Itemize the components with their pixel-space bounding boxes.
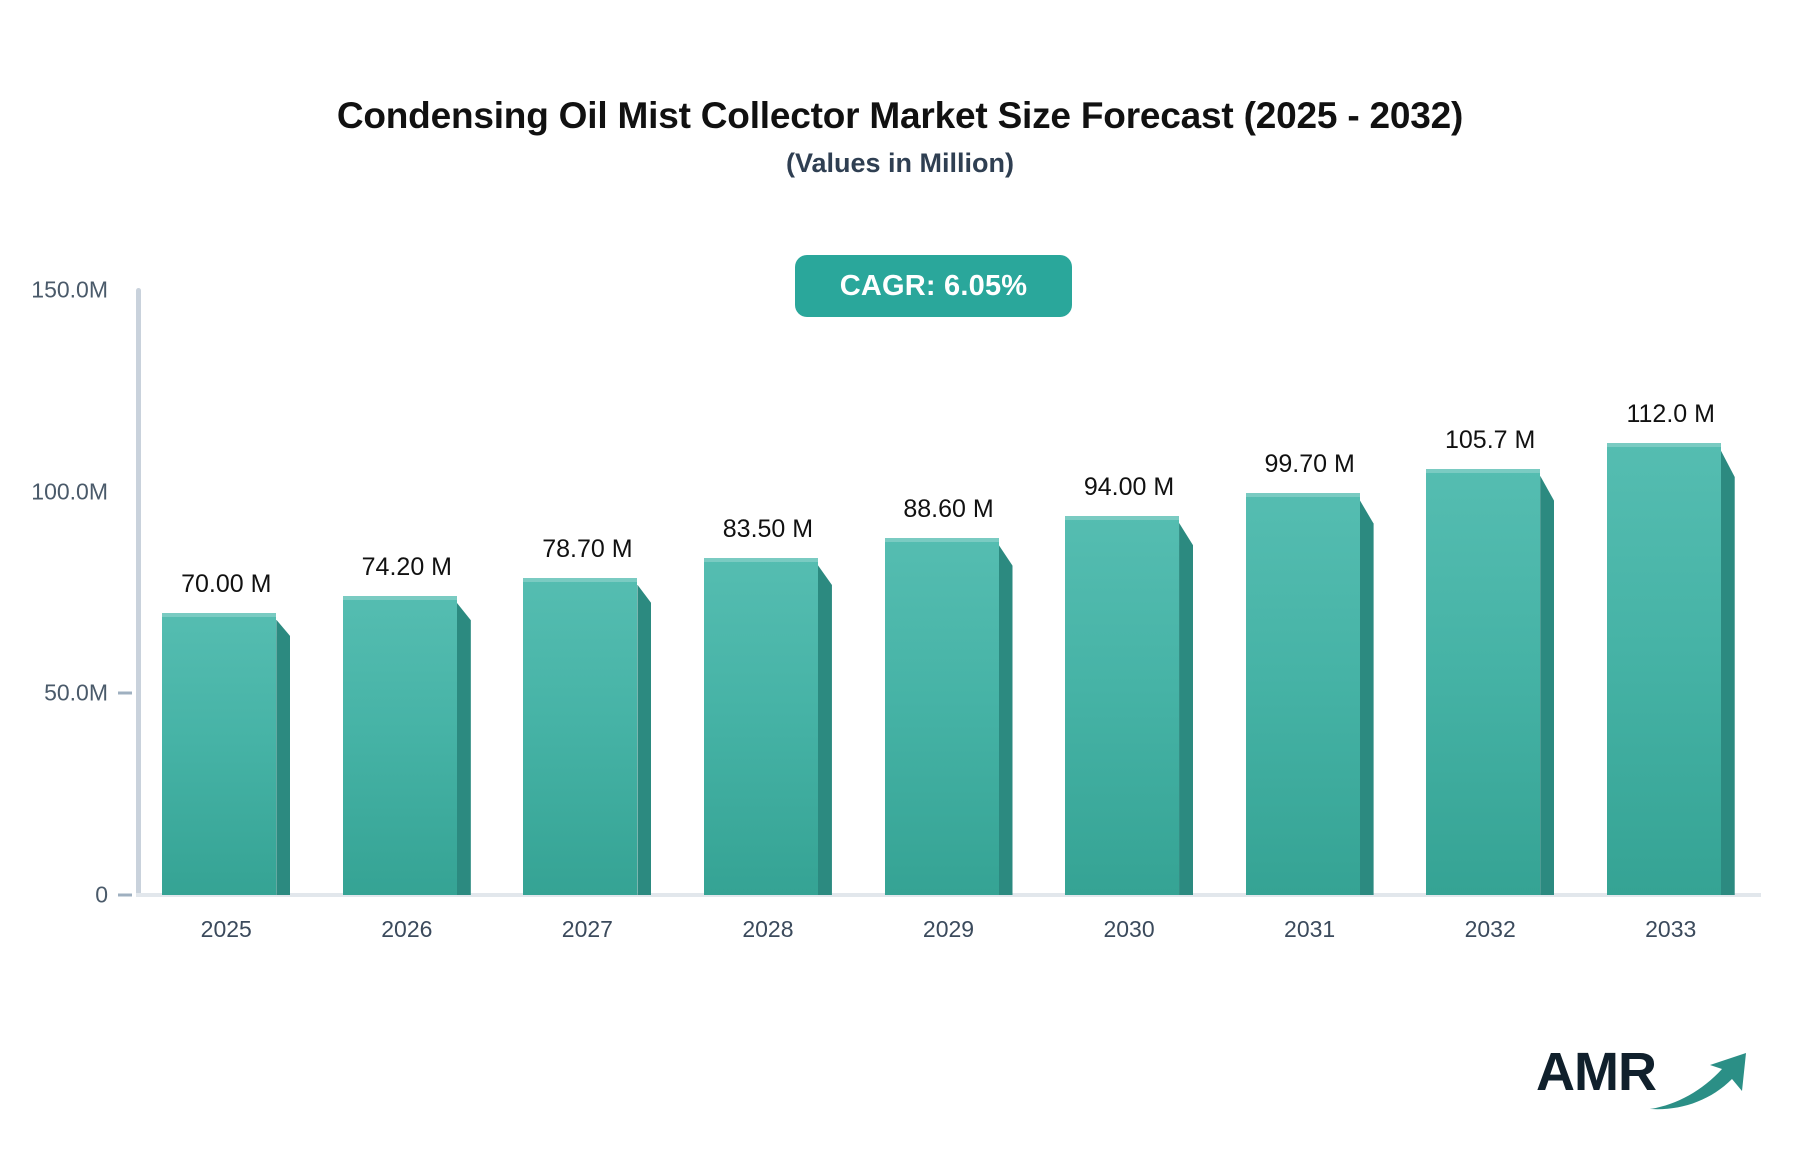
x-axis-tick-label: 2030 bbox=[1103, 916, 1155, 942]
bar-value-label: 88.60 M bbox=[903, 494, 994, 523]
bar-top-highlight bbox=[884, 537, 999, 542]
chart-subtitle: (Values in Million) bbox=[785, 148, 1015, 178]
bar-column: 83.50 M bbox=[703, 290, 832, 895]
bar-series: 70.00 M 74.20 M 78.70 M 83.50 M 88.60 M 94.00… bbox=[136, 290, 1761, 895]
x-axis-tick-label: 2029 bbox=[922, 916, 975, 942]
bar-front-face bbox=[342, 595, 457, 895]
bar-side-face bbox=[1540, 475, 1555, 895]
y-axis-labels: 150.0M 100.0M 50.0M 0 bbox=[0, 277, 108, 908]
bar-front-face bbox=[162, 612, 277, 895]
y-axis-tick-label: 0 bbox=[95, 881, 108, 908]
bar-value-label: 105.7 M bbox=[1444, 425, 1536, 454]
page-title: Condensing Oil Mist Collector Market Siz… bbox=[336, 95, 1464, 136]
bar-column: 74.20 M bbox=[342, 290, 471, 895]
x-axis-tick-label: 2028 bbox=[742, 916, 794, 942]
amr-logo: AMR bbox=[1536, 1035, 1756, 1115]
bar-value-label: 78.70 M bbox=[542, 534, 633, 563]
bar-value-label: 83.50 M bbox=[722, 515, 814, 544]
bar-side-face bbox=[1359, 499, 1374, 895]
bar-top-highlight bbox=[162, 612, 277, 617]
bar-column: 99.70 M bbox=[1245, 290, 1374, 895]
x-axis-tick-label: 2032 bbox=[1464, 916, 1516, 942]
x-axis-tick-label: 2027 bbox=[561, 916, 613, 942]
bar-front-face bbox=[1426, 468, 1541, 895]
y-axis-tick-label: 150.0M bbox=[31, 276, 108, 303]
bar-side-face bbox=[1720, 450, 1735, 895]
x-axis-line bbox=[136, 893, 1761, 897]
bar-side-face bbox=[276, 619, 291, 895]
bar-column: 112.0 M bbox=[1606, 290, 1735, 895]
bar-column: 105.7 M bbox=[1426, 290, 1555, 895]
bar-top-highlight bbox=[1065, 515, 1180, 520]
bar-value-label: 99.70 M bbox=[1264, 449, 1355, 478]
x-axis-tick-label: 2026 bbox=[381, 916, 433, 942]
cagr-badge-label: CAGR: 6.05% bbox=[839, 269, 1028, 302]
bar-value-label: 112.0 M bbox=[1626, 400, 1715, 429]
y-axis-tick-label: 50.0M bbox=[44, 679, 108, 706]
bar-front-face bbox=[1245, 492, 1360, 895]
bar-front-face bbox=[884, 537, 999, 895]
bar-column: 70.00 M bbox=[162, 290, 291, 895]
bar-top-highlight bbox=[342, 595, 457, 600]
bar-side-face bbox=[817, 565, 832, 895]
growth-arrow-icon bbox=[1650, 1053, 1746, 1110]
bar-front-face bbox=[523, 577, 638, 895]
bar-front-face bbox=[1606, 443, 1721, 895]
bar-value-label: 74.20 M bbox=[361, 552, 452, 581]
bar-top-highlight bbox=[1606, 443, 1721, 448]
bar-side-face bbox=[1179, 522, 1194, 895]
logo-wordmark: AMR bbox=[1536, 1042, 1657, 1102]
x-axis-tick-label: 2033 bbox=[1645, 916, 1697, 942]
y-axis-line bbox=[136, 288, 141, 895]
bar-side-face bbox=[998, 544, 1013, 895]
bar-column: 88.60 M bbox=[884, 290, 1013, 895]
bar-column: 78.70 M bbox=[523, 290, 652, 895]
bar-side-face bbox=[456, 602, 471, 895]
bar-value-label: 94.00 M bbox=[1083, 472, 1175, 501]
cagr-badge: CAGR: 6.05% bbox=[795, 255, 1072, 317]
bar-top-highlight bbox=[703, 558, 818, 563]
x-axis-tick-label: 2031 bbox=[1284, 916, 1336, 942]
bar-top-highlight bbox=[1426, 468, 1541, 473]
x-axis-tick-label: 2025 bbox=[200, 916, 252, 942]
bar-top-highlight bbox=[523, 577, 638, 582]
bar-front-face bbox=[1065, 515, 1180, 895]
y-axis-tick-mark bbox=[118, 691, 132, 695]
bar-column: 94.00 M bbox=[1065, 290, 1194, 895]
y-axis-tick-mark bbox=[118, 893, 132, 897]
bar-value-label: 70.00 M bbox=[181, 569, 272, 598]
bar-side-face bbox=[637, 584, 652, 895]
bar-top-highlight bbox=[1245, 492, 1360, 497]
bar-front-face bbox=[703, 558, 818, 895]
y-axis-tick-label: 100.0M bbox=[31, 478, 108, 505]
